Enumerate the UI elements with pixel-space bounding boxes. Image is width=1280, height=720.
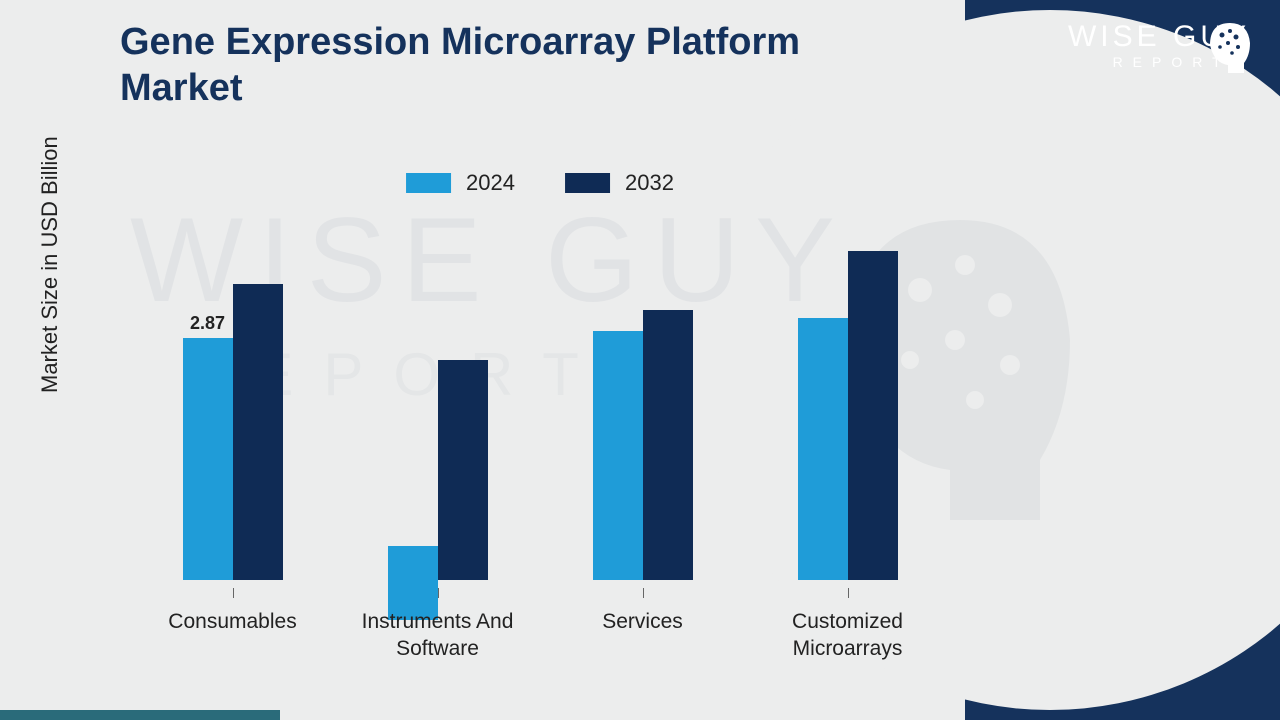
chart-area: 2024 2032 2.87ConsumablesInstruments And… [130,180,950,580]
legend-item-2032: 2032 [565,170,674,196]
bars-container: 2.87ConsumablesInstruments And SoftwareS… [130,200,950,580]
bar-pair [388,360,488,580]
chart-title: Gene Expression Microarray Platform Mark… [120,20,880,111]
bar: 2.87 [183,338,233,580]
head-icon [1200,15,1255,75]
legend-swatch-2024 [406,173,451,193]
axis-tick [233,588,234,598]
category-group: Customized Microarrays [758,251,938,580]
axis-tick [643,588,644,598]
bar [388,546,438,580]
bar [593,331,643,580]
category-label: Consumables [143,608,323,635]
bar-pair [798,251,898,580]
y-axis-label: Market Size in USD Billion [37,136,63,393]
bar [798,318,848,580]
legend: 2024 2032 [406,170,674,196]
axis-tick [438,588,439,598]
bar [643,310,693,580]
axis-tick [848,588,849,598]
bar [438,360,488,580]
category-label: Instruments And Software [348,608,528,663]
brand-logo: WISE GUY REPORTS [1068,20,1250,70]
category-group: 2.87Consumables [143,284,323,580]
legend-label-2032: 2032 [625,170,674,196]
bar [848,251,898,580]
bottom-accent-bar [0,710,280,720]
legend-label-2024: 2024 [466,170,515,196]
legend-swatch-2032 [565,173,610,193]
category-group: Instruments And Software [348,360,528,580]
bar [233,284,283,580]
bar-pair: 2.87 [183,284,283,580]
bar-pair [593,310,693,580]
category-label: Services [553,608,733,635]
legend-item-2024: 2024 [406,170,515,196]
bar-value-label: 2.87 [190,313,225,334]
category-label: Customized Microarrays [758,608,938,663]
category-group: Services [553,310,733,580]
